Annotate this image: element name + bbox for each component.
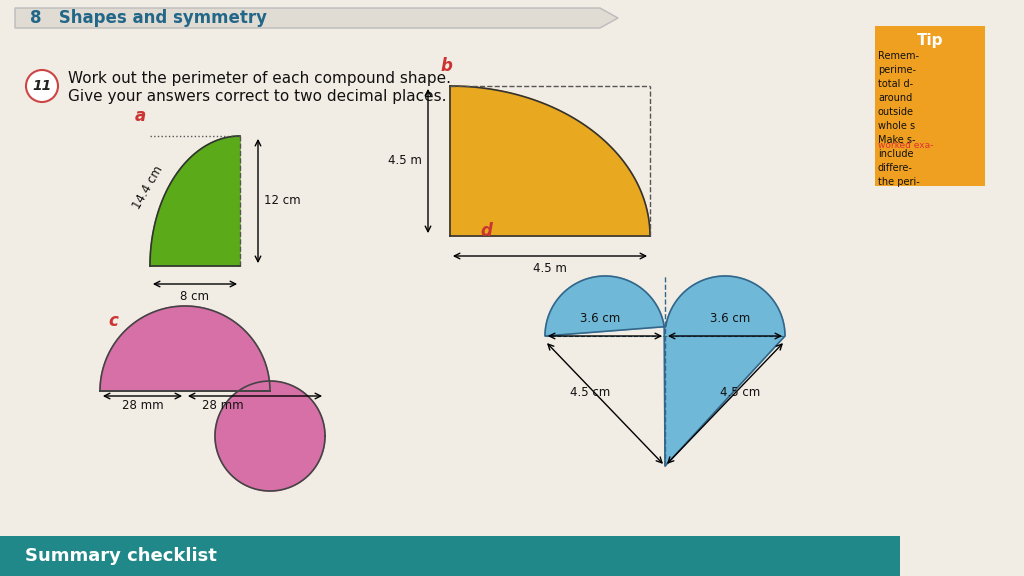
Text: whole s: whole s: [878, 121, 915, 131]
Text: 14.4 cm: 14.4 cm: [130, 164, 166, 212]
Text: 3.6 cm: 3.6 cm: [580, 312, 621, 325]
Text: 11: 11: [33, 79, 51, 93]
Text: Remem-: Remem-: [878, 51, 919, 61]
Text: Tip: Tip: [916, 33, 943, 48]
Text: 4.5 cm: 4.5 cm: [570, 386, 610, 399]
FancyBboxPatch shape: [874, 26, 985, 186]
Text: Summary checklist: Summary checklist: [25, 547, 217, 565]
Text: 28 mm: 28 mm: [202, 399, 244, 412]
Polygon shape: [450, 86, 650, 236]
Text: differe-: differe-: [878, 163, 912, 173]
Text: c: c: [108, 312, 118, 330]
Text: 4.5 m: 4.5 m: [534, 262, 567, 275]
Text: Make s-: Make s-: [878, 135, 915, 145]
Text: perime-: perime-: [878, 65, 916, 75]
Text: Work out the perimeter of each compound shape.: Work out the perimeter of each compound …: [68, 70, 451, 85]
Text: b: b: [440, 57, 452, 75]
Polygon shape: [545, 276, 785, 466]
Polygon shape: [215, 381, 325, 491]
Polygon shape: [150, 136, 240, 266]
Text: include: include: [878, 149, 913, 159]
Text: a: a: [135, 107, 146, 125]
Text: outside: outside: [878, 107, 914, 117]
Polygon shape: [15, 8, 618, 28]
Text: worked exa-: worked exa-: [878, 141, 933, 150]
Text: the peri-: the peri-: [878, 177, 920, 187]
Text: 4.5 m: 4.5 m: [388, 154, 422, 168]
Text: Give your answers correct to two decimal places.: Give your answers correct to two decimal…: [68, 89, 446, 104]
Text: total d-: total d-: [878, 79, 913, 89]
Text: 4.5 cm: 4.5 cm: [720, 386, 760, 399]
Circle shape: [26, 70, 58, 102]
Text: around: around: [878, 93, 912, 103]
Text: 28 mm: 28 mm: [122, 399, 163, 412]
Text: 8 cm: 8 cm: [180, 290, 210, 302]
Text: 8   Shapes and symmetry: 8 Shapes and symmetry: [30, 9, 267, 27]
Text: 12 cm: 12 cm: [264, 195, 301, 207]
Text: 3.6 cm: 3.6 cm: [710, 312, 751, 325]
Text: d: d: [480, 222, 492, 240]
Polygon shape: [100, 306, 270, 391]
Bar: [0, 536, 900, 576]
